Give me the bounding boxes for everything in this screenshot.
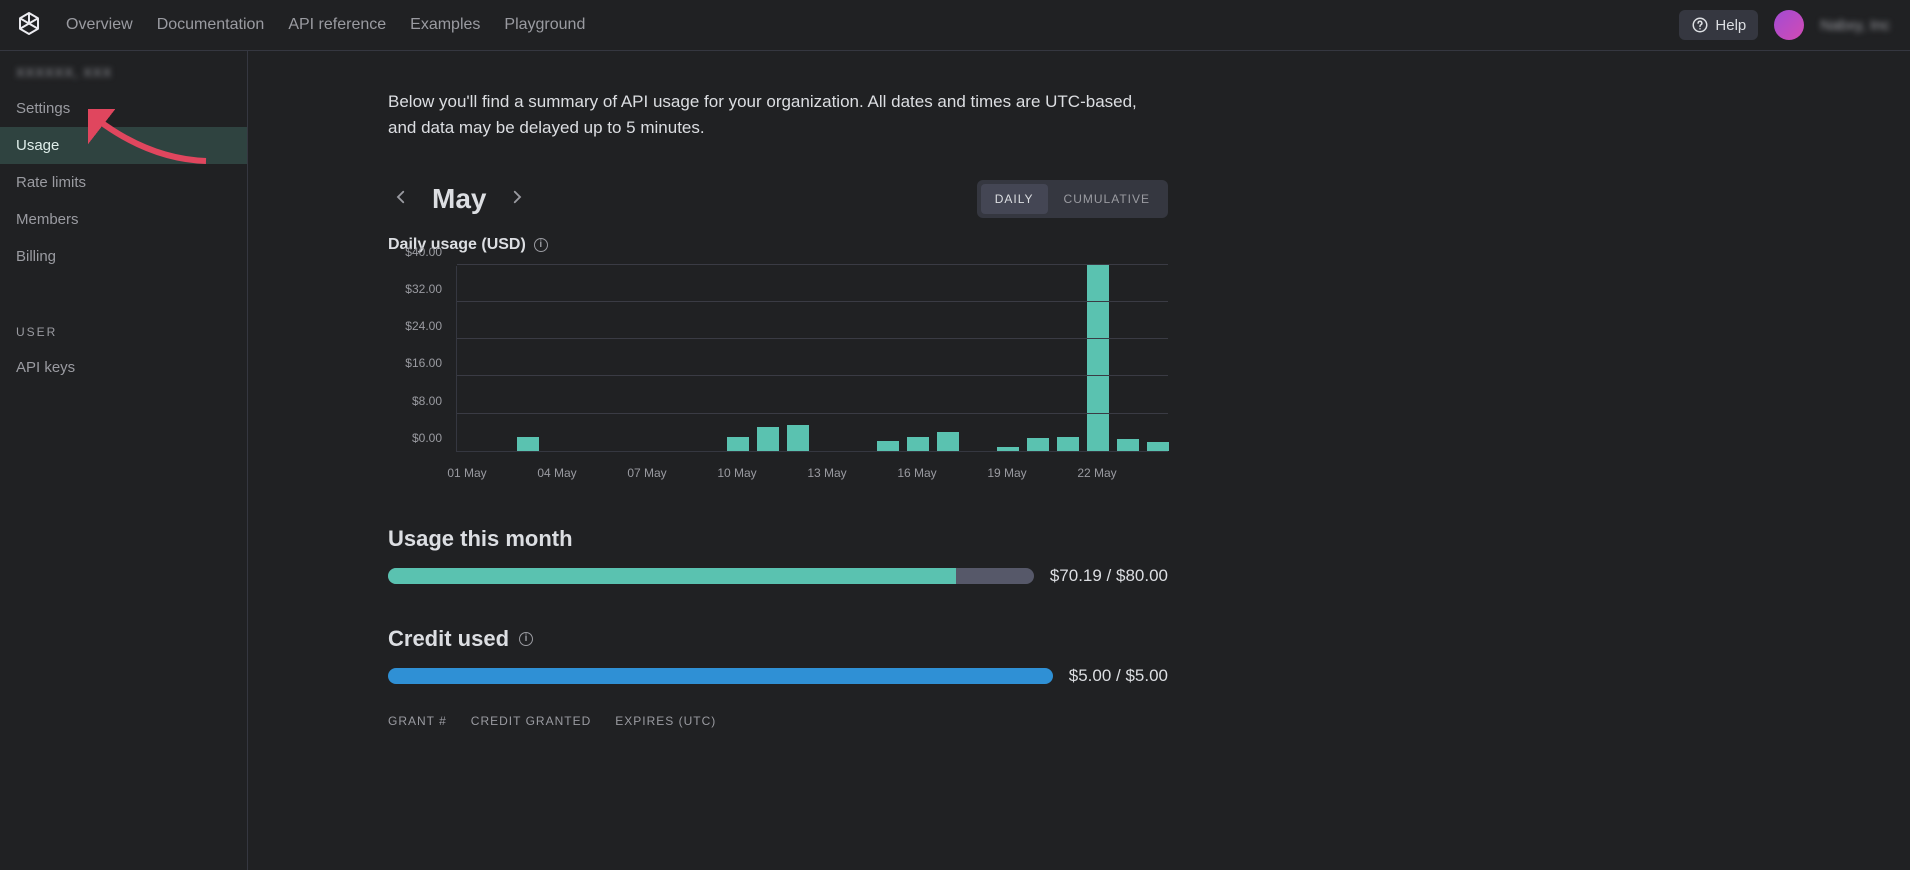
view-toggle: DAILY CUMULATIVE <box>977 180 1168 218</box>
y-tick: $8.00 <box>412 394 442 408</box>
usage-month-title: Usage this month <box>388 526 1168 552</box>
bar[interactable] <box>877 441 899 450</box>
usage-progress-label: $70.19 / $80.00 <box>1050 566 1168 586</box>
bar[interactable] <box>787 425 809 451</box>
x-tick: 04 May <box>537 466 576 480</box>
chevron-left-icon <box>392 188 410 206</box>
grants-col-grant: GRANT # <box>388 714 447 728</box>
toggle-daily[interactable]: DAILY <box>981 184 1048 214</box>
x-tick: 22 May <box>1077 466 1116 480</box>
x-tick: 13 May <box>807 466 846 480</box>
main-content: Below you'll find a summary of API usage… <box>248 51 1910 870</box>
gridline <box>457 413 1168 414</box>
x-tick: 16 May <box>897 466 936 480</box>
nav-links: Overview Documentation API reference Exa… <box>66 16 585 34</box>
grants-table-header: GRANT # CREDIT GRANTED EXPIRES (UTC) <box>388 714 1168 728</box>
bar[interactable] <box>1117 439 1139 451</box>
bar[interactable] <box>757 427 779 450</box>
sidebar-item-billing[interactable]: Billing <box>0 238 247 275</box>
sidebar-item-rate-limits[interactable]: Rate limits <box>0 164 247 201</box>
y-tick: $40.00 <box>405 245 442 259</box>
bar[interactable] <box>517 437 539 451</box>
usage-progress-track <box>388 568 1034 584</box>
month-label: May <box>432 183 486 215</box>
help-label: Help <box>1715 17 1746 34</box>
chart-info-icon[interactable]: i <box>534 238 548 252</box>
org-name[interactable]: Nabxy, Inc <box>1820 17 1890 34</box>
bar[interactable] <box>1057 437 1079 451</box>
credit-progress-label: $5.00 / $5.00 <box>1069 666 1168 686</box>
grants-col-expires: EXPIRES (UTC) <box>615 714 716 728</box>
x-tick: 07 May <box>627 466 666 480</box>
sidebar-item-members[interactable]: Members <box>0 201 247 238</box>
openai-logo-icon[interactable] <box>14 10 44 40</box>
prev-month-button[interactable] <box>388 184 414 213</box>
y-tick: $32.00 <box>405 282 442 296</box>
bar[interactable] <box>1147 442 1169 450</box>
avatar[interactable] <box>1774 10 1804 40</box>
gridline <box>457 338 1168 339</box>
usage-progress-fill <box>388 568 956 584</box>
y-tick: $0.00 <box>412 431 442 445</box>
grants-col-credit: CREDIT GRANTED <box>471 714 591 728</box>
gridline <box>457 375 1168 376</box>
nav-playground[interactable]: Playground <box>504 16 585 34</box>
bar[interactable] <box>937 432 959 451</box>
usage-progress-row: $70.19 / $80.00 <box>388 566 1168 586</box>
bar[interactable] <box>997 447 1019 451</box>
sidebar-item-usage[interactable]: Usage <box>0 127 247 164</box>
toggle-cumulative[interactable]: CUMULATIVE <box>1050 184 1164 214</box>
help-icon <box>1691 16 1709 34</box>
nav-documentation[interactable]: Documentation <box>157 16 265 34</box>
y-tick: $16.00 <box>405 356 442 370</box>
credit-used-title: Credit used <box>388 626 509 652</box>
chart-title-row: Daily usage (USD) i <box>388 236 1168 254</box>
top-nav-right: Help Nabxy, Inc <box>1679 10 1890 40</box>
help-button[interactable]: Help <box>1679 10 1758 40</box>
month-switcher: May DAILY CUMULATIVE <box>388 180 1168 218</box>
sidebar-org-header: XXXXXX, XXX <box>0 55 247 90</box>
x-tick: 19 May <box>987 466 1026 480</box>
sidebar: XXXXXX, XXX SettingsUsageRate limitsMemb… <box>0 51 248 870</box>
daily-usage-chart: $0.00$8.00$16.00$24.00$32.00$40.00 01 Ma… <box>388 266 1168 486</box>
nav-overview[interactable]: Overview <box>66 16 133 34</box>
bar[interactable] <box>907 437 929 451</box>
x-tick: 10 May <box>717 466 756 480</box>
credit-progress-track <box>388 668 1053 684</box>
next-month-button[interactable] <box>504 184 530 213</box>
sidebar-user-section-label: USER <box>0 325 247 349</box>
sidebar-item-settings[interactable]: Settings <box>0 90 247 127</box>
credit-used-title-row: Credit used i <box>388 626 1168 652</box>
x-tick: 01 May <box>447 466 486 480</box>
credit-progress-row: $5.00 / $5.00 <box>388 666 1168 686</box>
nav-api-reference[interactable]: API reference <box>288 16 386 34</box>
credit-info-icon[interactable]: i <box>519 632 533 646</box>
credit-progress-fill <box>388 668 1053 684</box>
sidebar-item-api-keys[interactable]: API keys <box>0 349 247 386</box>
top-nav: Overview Documentation API reference Exa… <box>0 0 1910 51</box>
bar[interactable] <box>727 437 749 451</box>
gridline <box>457 264 1168 265</box>
y-tick: $24.00 <box>405 319 442 333</box>
nav-examples[interactable]: Examples <box>410 16 480 34</box>
bar[interactable] <box>1027 438 1049 451</box>
intro-text: Below you'll find a summary of API usage… <box>388 89 1168 142</box>
gridline <box>457 301 1168 302</box>
bar[interactable] <box>1087 265 1109 451</box>
chevron-right-icon <box>508 188 526 206</box>
